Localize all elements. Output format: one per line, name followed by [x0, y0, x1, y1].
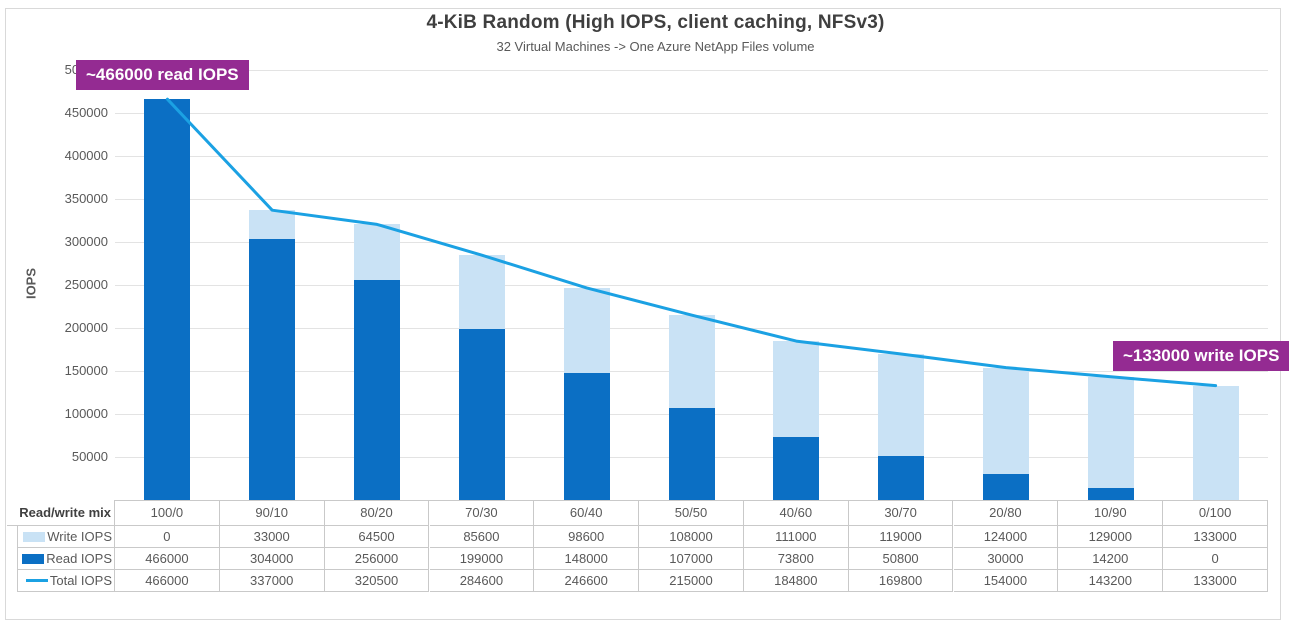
y-axis-tick: 150000: [64, 363, 108, 378]
annotation-read-iops: ~466000 read IOPS: [76, 60, 249, 90]
table-row-header: Read/write mix: [7, 500, 115, 526]
write-iops-bar: [878, 354, 925, 457]
category-label: 10/90: [1058, 500, 1164, 526]
value-cell: 14200: [1058, 548, 1164, 570]
x-axis-line: [115, 500, 1268, 501]
y-axis-tick: 300000: [64, 234, 108, 249]
value-cell: 246600: [534, 570, 640, 592]
value-cell: 148000: [534, 548, 640, 570]
y-axis-tick: 50000: [71, 449, 108, 464]
category-label: 60/40: [534, 500, 640, 526]
chart-border: [5, 8, 1281, 620]
value-cell: 107000: [639, 548, 744, 570]
value-cell: 30000: [953, 548, 1059, 570]
category-label: 70/30: [429, 500, 535, 526]
read-iops-bar: [1087, 487, 1134, 500]
gridline: [115, 199, 1268, 200]
read-iops-bar: [668, 408, 715, 500]
write-iops-bar: [773, 341, 820, 437]
y-axis-tick: 400000: [64, 148, 108, 163]
category-label: 80/20: [324, 500, 430, 526]
chart-title: 4-KiB Random (High IOPS, client caching,…: [426, 12, 885, 33]
read-iops-bar: [144, 99, 191, 500]
value-cell: 64500: [324, 526, 430, 548]
plot-area: [115, 70, 1268, 500]
write-iops-bar: [983, 367, 1029, 475]
value-cell: 0: [1163, 548, 1268, 570]
value-cell: 50800: [848, 548, 954, 570]
read-iops-bar: [878, 456, 925, 500]
value-cell: 143200: [1058, 570, 1164, 592]
value-cell: 129000: [1058, 526, 1164, 548]
value-cell: 320500: [324, 570, 430, 592]
legend-label: Read IOPS: [46, 550, 112, 566]
write-iops-bar: [1087, 376, 1134, 488]
read-iops-bar: [773, 436, 820, 500]
value-cell: 466000: [115, 570, 220, 592]
chart-subtitle: 32 Virtual Machines -> One Azure NetApp …: [496, 39, 815, 54]
read-iops-bar: [983, 474, 1029, 500]
write-iops-swatch-icon: [23, 531, 46, 542]
category-label: 50/50: [639, 500, 744, 526]
value-cell: 133000: [1163, 526, 1268, 548]
legend-label: Total IOPS: [49, 572, 112, 588]
category-label: 90/10: [219, 500, 325, 526]
write-iops-bar: [249, 210, 296, 239]
y-axis-tick: 450000: [64, 105, 108, 120]
legend-cell-write-iops: Write IOPS: [17, 526, 115, 548]
write-iops-bar: [354, 224, 400, 280]
value-cell: 199000: [429, 548, 535, 570]
value-cell: 169800: [848, 570, 954, 592]
category-label: 0/100: [1163, 500, 1268, 526]
value-cell: 98600: [534, 526, 640, 548]
read-iops-swatch-icon: [22, 553, 45, 564]
gridline: [115, 70, 1268, 71]
legend-cell-read-iops: Read IOPS: [17, 548, 115, 570]
category-label: 40/60: [743, 500, 849, 526]
legend-cell-total-iops: Total IOPS: [17, 570, 115, 592]
category-label: 30/70: [848, 500, 954, 526]
total-iops-line-swatch: [25, 579, 48, 582]
value-cell: 124000: [953, 526, 1059, 548]
write-iops-bar: [1192, 385, 1239, 500]
gridline: [115, 113, 1268, 114]
category-label: 20/80: [953, 500, 1059, 526]
write-iops-bar: [668, 315, 715, 408]
value-cell: 111000: [743, 526, 849, 548]
value-cell: 215000: [639, 570, 744, 592]
gridline: [115, 156, 1268, 157]
y-axis-tick: 350000: [64, 191, 108, 206]
read-iops-bar: [354, 279, 400, 500]
read-iops-bar: [249, 238, 296, 500]
value-cell: 304000: [219, 548, 325, 570]
read-iops-bar: [563, 372, 610, 500]
write-iops-bar: [458, 255, 505, 329]
legend-label: Write IOPS: [47, 528, 112, 544]
value-cell: 133000: [1163, 570, 1268, 592]
write-iops-bar: [563, 287, 610, 373]
data-table: Read/write mix 100/0 90/10 80/20 70/30 60/40 5…: [7, 500, 1268, 592]
value-cell: 337000: [219, 570, 325, 592]
value-cell: 466000: [115, 548, 220, 570]
read-iops-bar: [458, 328, 505, 500]
value-cell: 284600: [429, 570, 535, 592]
y-axis-tick: 100000: [64, 406, 108, 421]
category-label: 100/0: [115, 500, 220, 526]
y-axis-tick: 250000: [64, 277, 108, 292]
value-cell: 108000: [639, 526, 744, 548]
annotation-write-iops: ~133000 write IOPS: [1113, 341, 1290, 371]
value-cell: 85600: [429, 526, 535, 548]
value-cell: 184800: [743, 570, 849, 592]
value-cell: 256000: [324, 548, 430, 570]
value-cell: 0: [115, 526, 220, 548]
value-cell: 33000: [219, 526, 325, 548]
value-cell: 73800: [743, 548, 849, 570]
y-axis-tick: 200000: [64, 320, 108, 335]
value-cell: 154000: [953, 570, 1059, 592]
value-cell: 119000: [848, 526, 954, 548]
